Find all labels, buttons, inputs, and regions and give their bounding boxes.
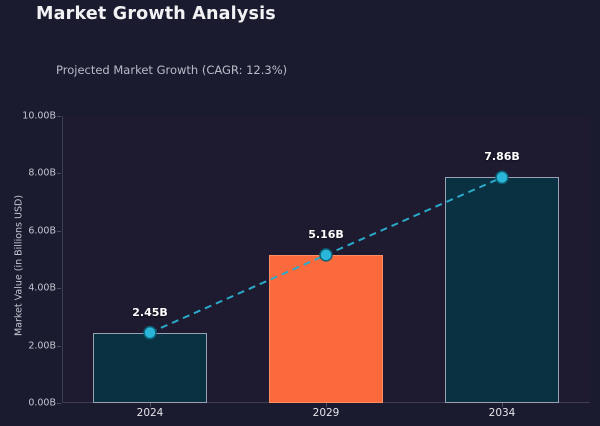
- y-axis-title: Market Value (in Billions USD): [13, 194, 25, 337]
- chart-subtitle: Projected Market Growth (CAGR: 12.3%): [56, 63, 288, 77]
- chart-title: Market Growth Analysis: [36, 4, 276, 24]
- bar-2024[interactable]: [92, 332, 208, 403]
- value-label-2034: 7.86B: [484, 150, 520, 164]
- y-tick-label: 4.00B: [28, 282, 56, 294]
- value-label-2024: 2.45B: [132, 305, 168, 319]
- x-tick-mark: [150, 403, 151, 407]
- y-tick-label: 6.00B: [28, 225, 56, 237]
- y-axis-spine: [62, 116, 63, 403]
- y-tick-mark: [57, 345, 61, 347]
- x-tick-label-2024: 2024: [136, 407, 164, 419]
- y-tick-mark: [57, 403, 61, 404]
- x-tick-label-2029: 2029: [312, 407, 340, 419]
- y-tick-label: 2.00B: [28, 340, 56, 352]
- y-tick-mark: [57, 173, 61, 175]
- y-tick-mark: [57, 116, 61, 117]
- y-tick-label: 10.00B: [22, 110, 56, 122]
- y-tick-mark: [57, 288, 61, 290]
- bar-2034[interactable]: [444, 177, 560, 403]
- x-tick-mark: [502, 403, 503, 407]
- bar-2029[interactable]: [268, 254, 384, 403]
- x-tick-label-2034: 2034: [488, 407, 516, 419]
- y-axis-ticks: 0.00B 2.00B 4.00B 6.00B 8.00B 10.00B: [0, 0, 56, 426]
- y-tick-label: 8.00B: [28, 167, 56, 179]
- x-tick-mark: [326, 403, 327, 407]
- y-tick-mark: [57, 230, 61, 232]
- value-label-2029: 5.16B: [308, 227, 344, 241]
- y-tick-label: 0.00B: [28, 397, 56, 409]
